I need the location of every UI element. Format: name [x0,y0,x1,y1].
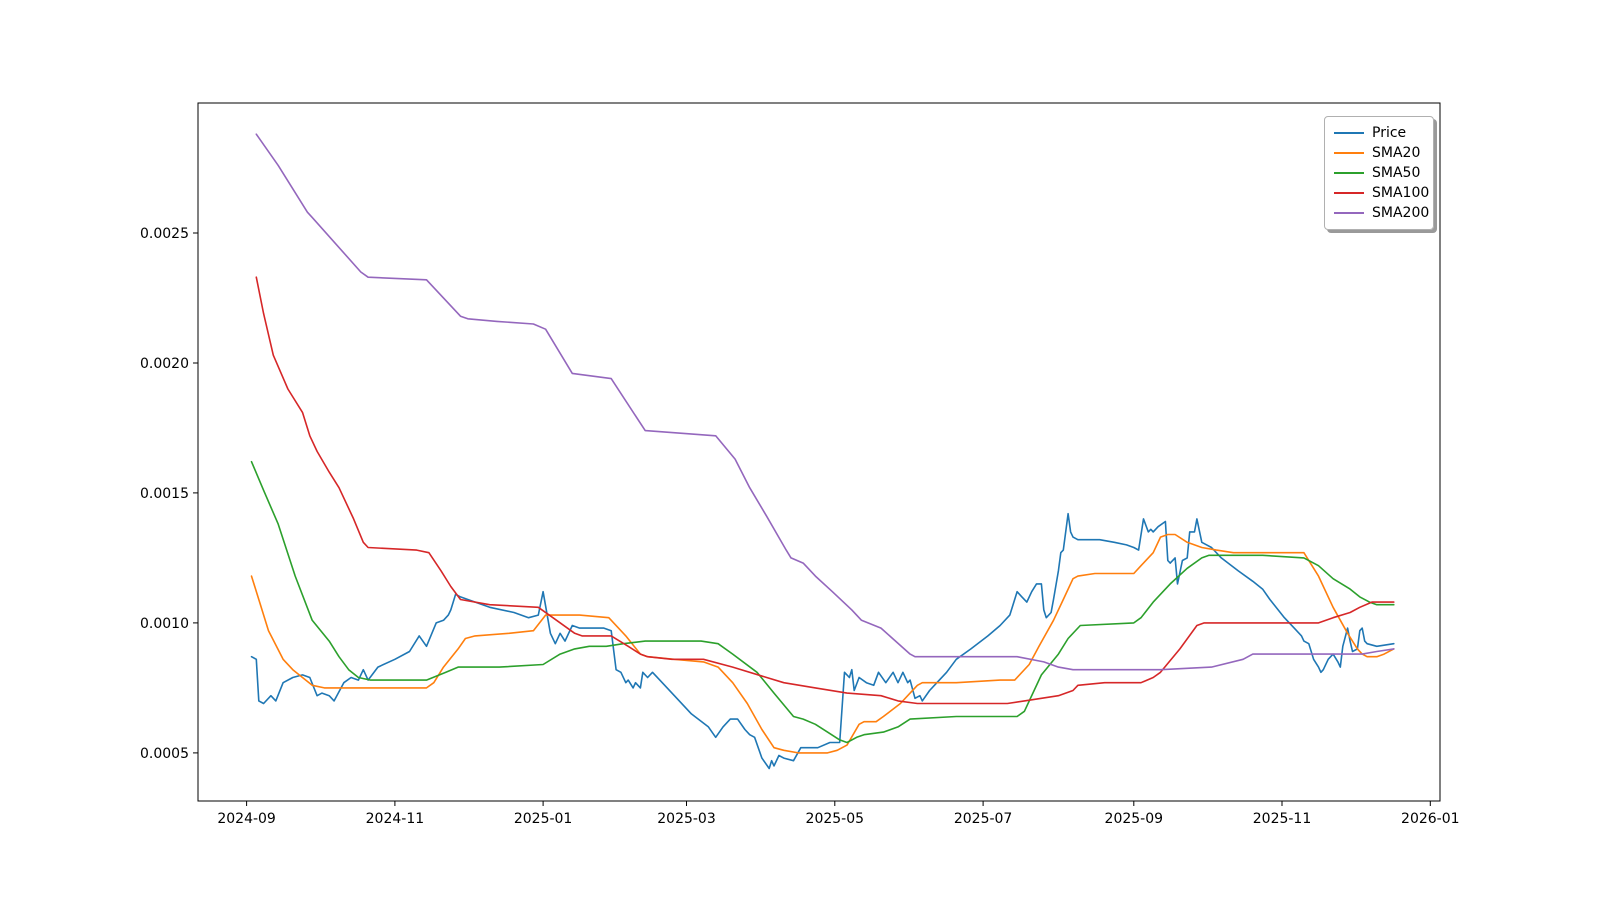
legend-item-sma200: SMA200 [1334,203,1429,223]
x-tick-label: 2024-11 [366,811,425,827]
legend-line-sample-sma200 [1334,212,1364,214]
legend: Price SMA20 SMA50 SMA100 SMA200 [1324,116,1434,230]
legend-line-sample-price [1334,132,1364,134]
y-tick-label: 0.0020 [140,356,189,372]
series-line-sma200 [255,133,1395,671]
legend-item-sma20: SMA20 [1334,143,1424,163]
x-tick-label: 2025-07 [954,811,1013,827]
legend-line-sample-sma20 [1334,152,1364,154]
series-line-price [250,512,1395,770]
plot-border [197,102,1441,802]
legend-label-sma50: SMA50 [1372,165,1421,181]
y-tick-label: 0.0010 [140,616,189,632]
y-tick-label: 0.0025 [140,226,189,242]
legend-label-sma20: SMA20 [1372,145,1421,161]
series-line-sma100 [255,276,1395,705]
legend-item-sma50: SMA50 [1334,163,1424,183]
legend-label-sma200: SMA200 [1372,205,1430,221]
legend-label-price: Price [1372,125,1407,141]
legend-label-sma100: SMA100 [1372,185,1430,201]
y-tick-label: 0.0015 [140,486,189,502]
series-line-sma20 [250,533,1395,754]
series-line-sma50 [250,460,1395,744]
legend-line-sample-sma100 [1334,192,1364,194]
legend-line-sample-sma50 [1334,172,1364,174]
x-tick-label: 2025-11 [1253,811,1312,827]
x-tick-label: 2025-05 [806,811,865,827]
x-tick-label: 2025-09 [1105,811,1164,827]
x-tick-label: 2025-01 [514,811,573,827]
x-tick-label: 2024-09 [217,811,276,827]
x-tick-label: 2026-01 [1401,811,1460,827]
y-tick-label: 0.0005 [140,746,189,762]
legend-item-sma100: SMA100 [1334,183,1429,203]
x-tick-label: 2025-03 [657,811,716,827]
legend-item-price: Price [1334,123,1424,143]
